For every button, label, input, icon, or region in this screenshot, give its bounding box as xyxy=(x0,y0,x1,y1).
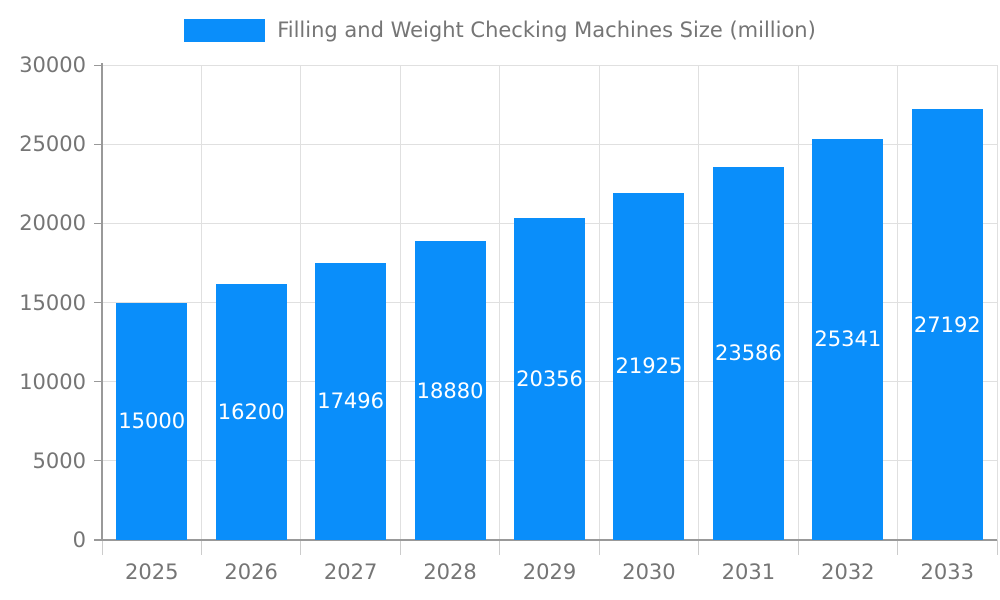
x-axis-tick xyxy=(698,540,700,555)
y-axis-tick-label: 0 xyxy=(72,528,86,552)
x-axis-tick-label: 2028 xyxy=(423,560,477,584)
legend[interactable]: Filling and Weight Checking Machines Siz… xyxy=(0,18,1000,42)
bar[interactable]: 27192 xyxy=(911,109,983,540)
y-axis-tick xyxy=(94,143,102,145)
x-axis-tick xyxy=(996,540,998,555)
y-axis-line xyxy=(101,63,103,540)
legend-label: Filling and Weight Checking Machines Siz… xyxy=(277,18,816,42)
y-axis-tick-label: 5000 xyxy=(32,448,86,473)
x-axis-tick xyxy=(101,540,103,555)
gridline-vertical xyxy=(996,65,998,540)
x-axis-tick xyxy=(200,540,202,555)
bar[interactable]: 16200 xyxy=(215,283,287,540)
x-axis-tick-label: 2032 xyxy=(821,560,875,584)
bar[interactable]: 20356 xyxy=(514,217,585,540)
bar-value-label: 16200 xyxy=(217,399,285,424)
x-axis-tick-label: 2033 xyxy=(920,560,974,584)
bar-value-label: 27192 xyxy=(913,312,981,337)
x-axis-tick-label: 2030 xyxy=(622,560,676,584)
x-axis-tick-label: 2031 xyxy=(721,560,776,584)
y-axis-tick xyxy=(94,460,102,462)
gridline-vertical xyxy=(200,65,202,540)
bar-value-label: 15000 xyxy=(118,409,186,434)
bar[interactable]: 17496 xyxy=(315,262,387,540)
x-axis-tick xyxy=(797,540,799,555)
legend-swatch xyxy=(184,18,266,42)
gridline-vertical xyxy=(897,65,899,540)
bar-value-label: 18880 xyxy=(416,378,484,403)
x-axis-tick xyxy=(598,540,600,555)
y-axis-tick-label: 20000 xyxy=(19,211,86,236)
x-axis-tick-label: 2025 xyxy=(124,560,179,584)
bar-value-label: 21925 xyxy=(615,354,683,379)
y-axis-tick xyxy=(94,64,102,66)
bar-value-label: 23586 xyxy=(714,341,782,366)
y-axis-tick xyxy=(94,381,102,383)
bar-value-label: 25341 xyxy=(814,327,882,352)
gridline-vertical xyxy=(300,65,302,540)
y-axis-tick xyxy=(94,222,102,224)
gridline-vertical xyxy=(598,65,600,540)
bar[interactable]: 23586 xyxy=(712,166,784,540)
bar[interactable]: 21925 xyxy=(613,192,685,540)
gridline-horizontal xyxy=(102,143,997,145)
y-axis-tick-label: 30000 xyxy=(19,53,86,77)
y-axis-tick-label: 25000 xyxy=(19,132,86,157)
x-axis-tick xyxy=(399,540,401,555)
y-axis-tick-label: 10000 xyxy=(19,369,86,394)
x-axis-tick-label: 2027 xyxy=(323,560,378,584)
bar[interactable]: 15000 xyxy=(116,302,188,540)
y-axis-tick xyxy=(94,302,102,303)
x-axis-tick xyxy=(300,540,302,555)
y-axis-tick-label: 15000 xyxy=(19,290,86,315)
x-axis-tick xyxy=(897,540,899,555)
x-axis-tick-label: 2029 xyxy=(522,560,577,584)
bar[interactable]: 25341 xyxy=(812,138,884,540)
x-axis-tick xyxy=(499,540,501,555)
gridline-vertical xyxy=(797,65,799,540)
gridline-vertical xyxy=(399,65,401,540)
gridline-horizontal xyxy=(102,64,997,66)
bar-value-label: 17496 xyxy=(317,389,385,414)
x-axis-tick-label: 2026 xyxy=(224,560,278,584)
bar[interactable]: 18880 xyxy=(414,241,486,540)
bar-value-label: 20356 xyxy=(516,366,583,391)
gridline-vertical xyxy=(499,65,501,540)
gridline-vertical xyxy=(698,65,700,540)
x-axis-line xyxy=(94,539,997,541)
